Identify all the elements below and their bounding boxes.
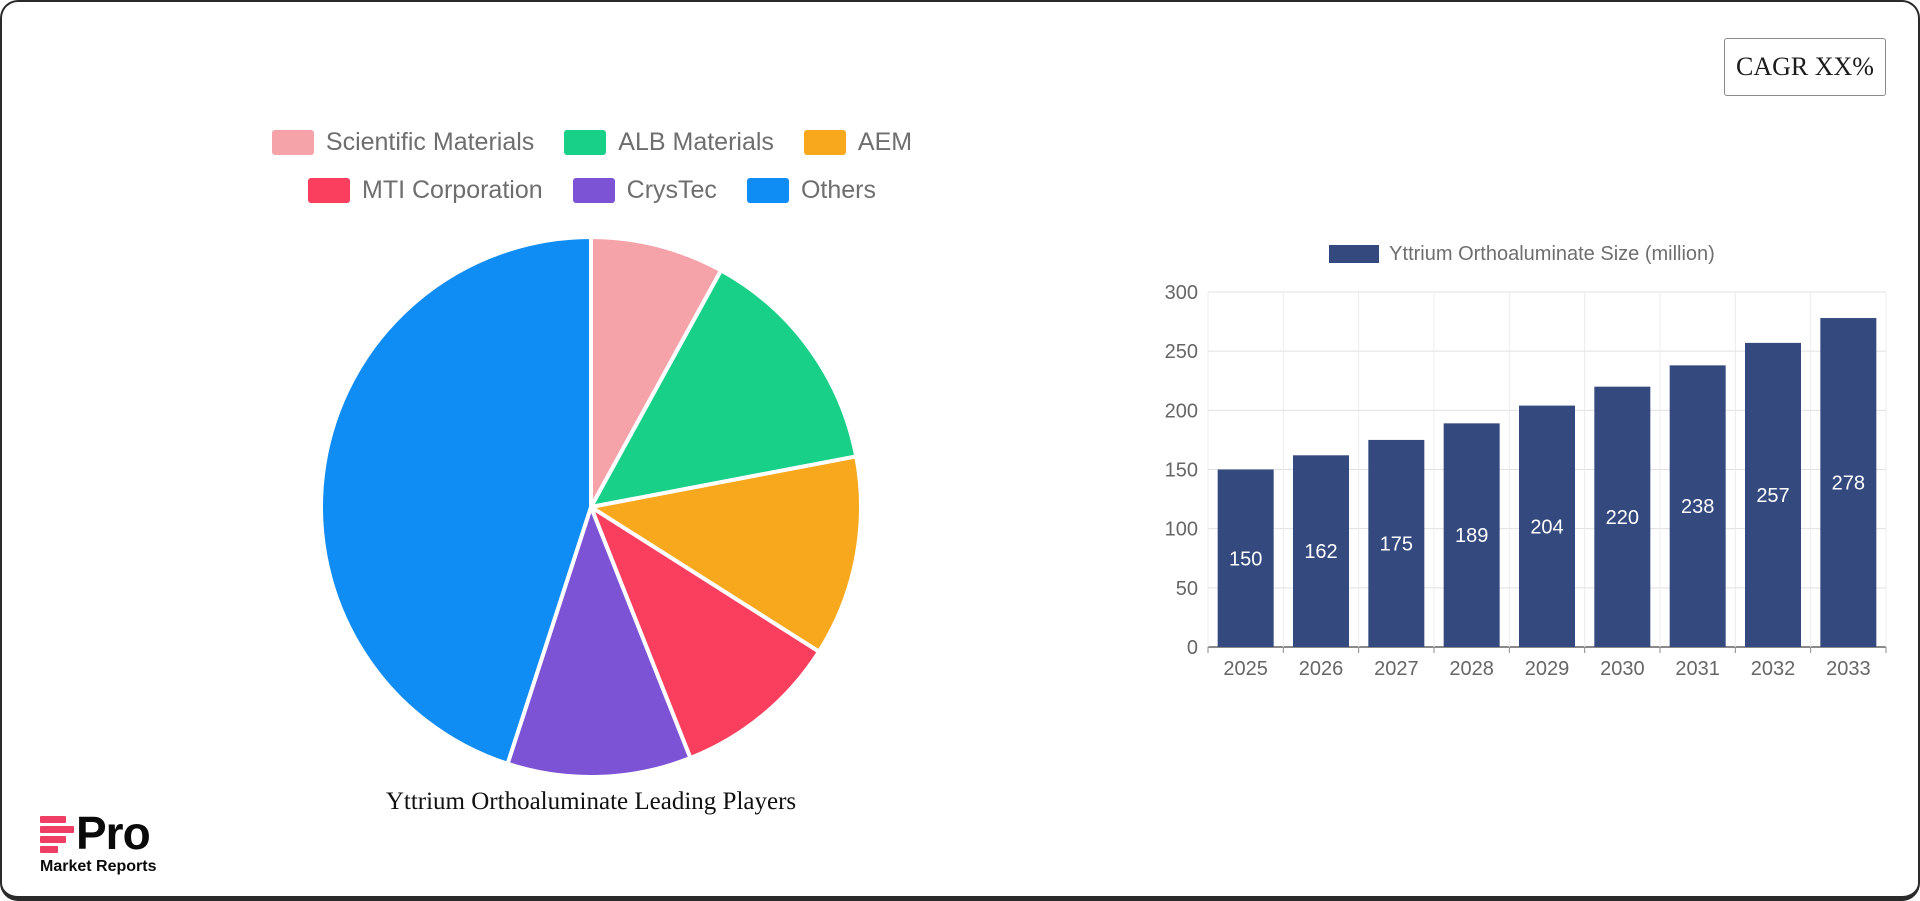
legend-swatch-icon	[564, 130, 607, 155]
x-axis-tick-label: 2025	[1223, 658, 1268, 680]
pie-chart-section: Scientific Materials ALB Materials AEM M…	[2, 2, 1182, 901]
bar-chart-section: Yttrium Orthoaluminate Size (million) 0 5…	[1148, 238, 1896, 718]
logo-subtitle: Market Reports	[40, 858, 157, 875]
legend-item-scientific-materials: Scientific Materials	[271, 128, 535, 157]
bar-chart: 0 50 100 150 200 250 300 150 2025 162 2026 175 2027 1…	[1165, 282, 1887, 680]
legend-label: Scientific Materials	[325, 128, 535, 156]
legend-label: CrysTec	[626, 176, 717, 204]
y-axis-tick-label: 100	[1165, 519, 1198, 541]
pie-chart-title: Yttrium Orthoaluminate Leading Players	[385, 788, 797, 815]
pie-slice	[589, 454, 863, 654]
bar-value-label: 238	[1681, 496, 1714, 518]
pie-legend-row-2: MTI Corporation CrysTec Others	[2, 176, 1182, 205]
x-axis-tick-label: 2031	[1675, 658, 1720, 680]
bar-legend-label: Yttrium Orthoaluminate Size (million)	[1389, 242, 1715, 265]
x-axis-tick-label: 2026	[1299, 658, 1344, 680]
brand-logo: Pro Market Reports	[40, 810, 156, 876]
bar-value-label: 204	[1530, 516, 1563, 538]
pie-slice	[589, 235, 724, 509]
legend-item-others: Others	[746, 176, 876, 205]
bar	[1594, 386, 1651, 647]
y-axis-tick-label: 250	[1165, 341, 1198, 363]
legend-item-crystec: CrysTec	[572, 176, 717, 205]
pie-legend-row-1: Scientific Materials ALB Materials AEM	[2, 128, 1182, 157]
bar	[1217, 469, 1274, 647]
legend-swatch-icon	[746, 178, 789, 203]
x-axis-tick-label: 2032	[1751, 658, 1796, 680]
bar-legend: Yttrium Orthoaluminate Size (million)	[1148, 238, 1896, 270]
pie-slice	[589, 268, 859, 509]
legend-item-aem: AEM	[803, 128, 913, 157]
bar-value-label: 257	[1756, 485, 1789, 507]
y-axis-tick-label: 200	[1165, 400, 1198, 422]
pie-slice	[589, 505, 821, 761]
legend-label: MTI Corporation	[362, 176, 543, 204]
bar	[1519, 405, 1575, 647]
legend-label: ALB Materials	[618, 128, 774, 156]
bar	[1669, 365, 1726, 647]
legend-swatch-icon	[271, 130, 314, 155]
bar-value-label: 220	[1606, 507, 1639, 529]
legend-label: Others	[800, 176, 876, 204]
bar	[1745, 342, 1801, 647]
y-axis-tick-label: 150	[1165, 460, 1198, 482]
x-axis-tick-label: 2028	[1449, 658, 1494, 680]
bar	[1443, 423, 1500, 647]
pie-slice	[505, 505, 693, 779]
brand-logo-mark: Pro	[40, 810, 156, 856]
legend-swatch-icon	[803, 130, 846, 155]
legend-label: AEM	[857, 128, 913, 156]
y-axis-tick-label: 50	[1176, 578, 1198, 600]
pie-legend: Scientific Materials ALB Materials AEM M…	[2, 128, 1182, 224]
logo-title: Pro	[76, 807, 151, 859]
bar-value-label: 278	[1832, 473, 1865, 495]
bar	[1293, 455, 1349, 647]
legend-swatch-icon	[572, 178, 615, 203]
bar-value-label: 150	[1229, 548, 1262, 570]
x-axis-tick-label: 2033	[1826, 658, 1871, 680]
x-axis-tick-label: 2027	[1374, 658, 1419, 680]
legend-swatch-icon	[308, 178, 351, 203]
x-axis-tick-label: 2029	[1525, 658, 1570, 680]
legend-item-mti-corporation: MTI Corporation	[308, 176, 543, 205]
legend-item-alb-materials: ALB Materials	[564, 128, 774, 157]
bar-value-label: 189	[1455, 525, 1488, 547]
bar	[1368, 439, 1425, 647]
logo-bars-icon	[40, 815, 74, 853]
bar	[1820, 318, 1877, 647]
pie-chart	[318, 235, 863, 779]
y-axis-tick-label: 300	[1165, 282, 1198, 304]
x-axis-tick-label: 2030	[1600, 658, 1645, 680]
y-axis-tick-label: 0	[1187, 637, 1198, 659]
bar-value-label: 175	[1380, 533, 1413, 555]
cagr-badge: CAGR XX%	[1724, 38, 1886, 96]
bar-legend-swatch-icon	[1329, 245, 1380, 263]
pie-slice	[318, 235, 593, 766]
cagr-label: CAGR XX%	[1736, 52, 1874, 81]
bar-value-label: 162	[1304, 541, 1337, 563]
